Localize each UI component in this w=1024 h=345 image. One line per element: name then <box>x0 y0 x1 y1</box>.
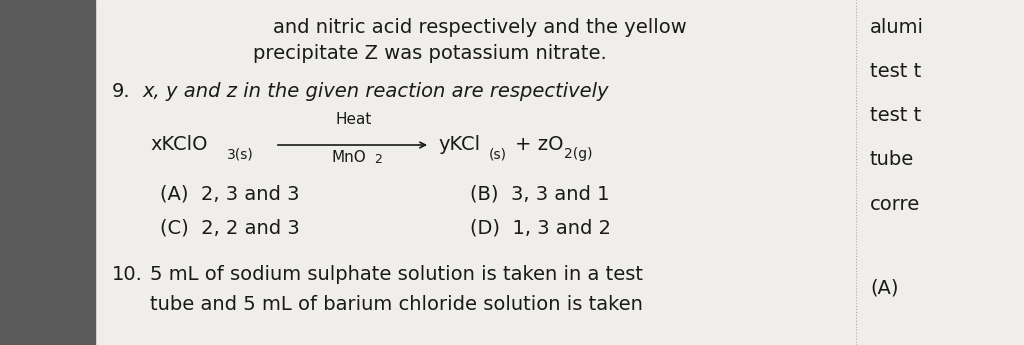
Text: MnO: MnO <box>332 150 367 165</box>
Text: xKClO: xKClO <box>150 136 208 155</box>
Text: and nitric acid respectively and the yellow: and nitric acid respectively and the yel… <box>273 18 687 37</box>
Text: + zO: + zO <box>515 136 563 155</box>
Bar <box>0 0 95 345</box>
Text: Heat: Heat <box>336 112 372 127</box>
Text: precipitate Z was potassium nitrate.: precipitate Z was potassium nitrate. <box>253 44 607 63</box>
Text: 3(s): 3(s) <box>227 147 254 161</box>
Text: test t: test t <box>870 106 922 125</box>
Text: (B)  3, 3 and 1: (B) 3, 3 and 1 <box>470 185 609 204</box>
Text: 2(g): 2(g) <box>564 147 593 161</box>
Text: (s): (s) <box>489 147 507 161</box>
Text: x, y and z in the given reaction are respectively: x, y and z in the given reaction are res… <box>142 82 608 101</box>
Text: 5 mL of sodium sulphate solution is taken in a test: 5 mL of sodium sulphate solution is take… <box>150 265 643 284</box>
Text: 2: 2 <box>374 153 382 166</box>
Text: (A): (A) <box>870 278 898 297</box>
Text: 10.: 10. <box>112 265 143 284</box>
Text: test t: test t <box>870 62 922 81</box>
Text: corre: corre <box>870 195 921 214</box>
Text: (A)  2, 3 and 3: (A) 2, 3 and 3 <box>160 185 299 204</box>
Text: 9.: 9. <box>112 82 131 101</box>
Text: (D)  1, 3 and 2: (D) 1, 3 and 2 <box>470 218 611 237</box>
Text: (C)  2, 2 and 3: (C) 2, 2 and 3 <box>160 218 300 237</box>
Text: yKCl: yKCl <box>438 136 480 155</box>
Text: tube and 5 mL of barium chloride solution is taken: tube and 5 mL of barium chloride solutio… <box>150 295 643 314</box>
Text: tube: tube <box>870 150 914 169</box>
Text: alumi: alumi <box>870 18 924 37</box>
